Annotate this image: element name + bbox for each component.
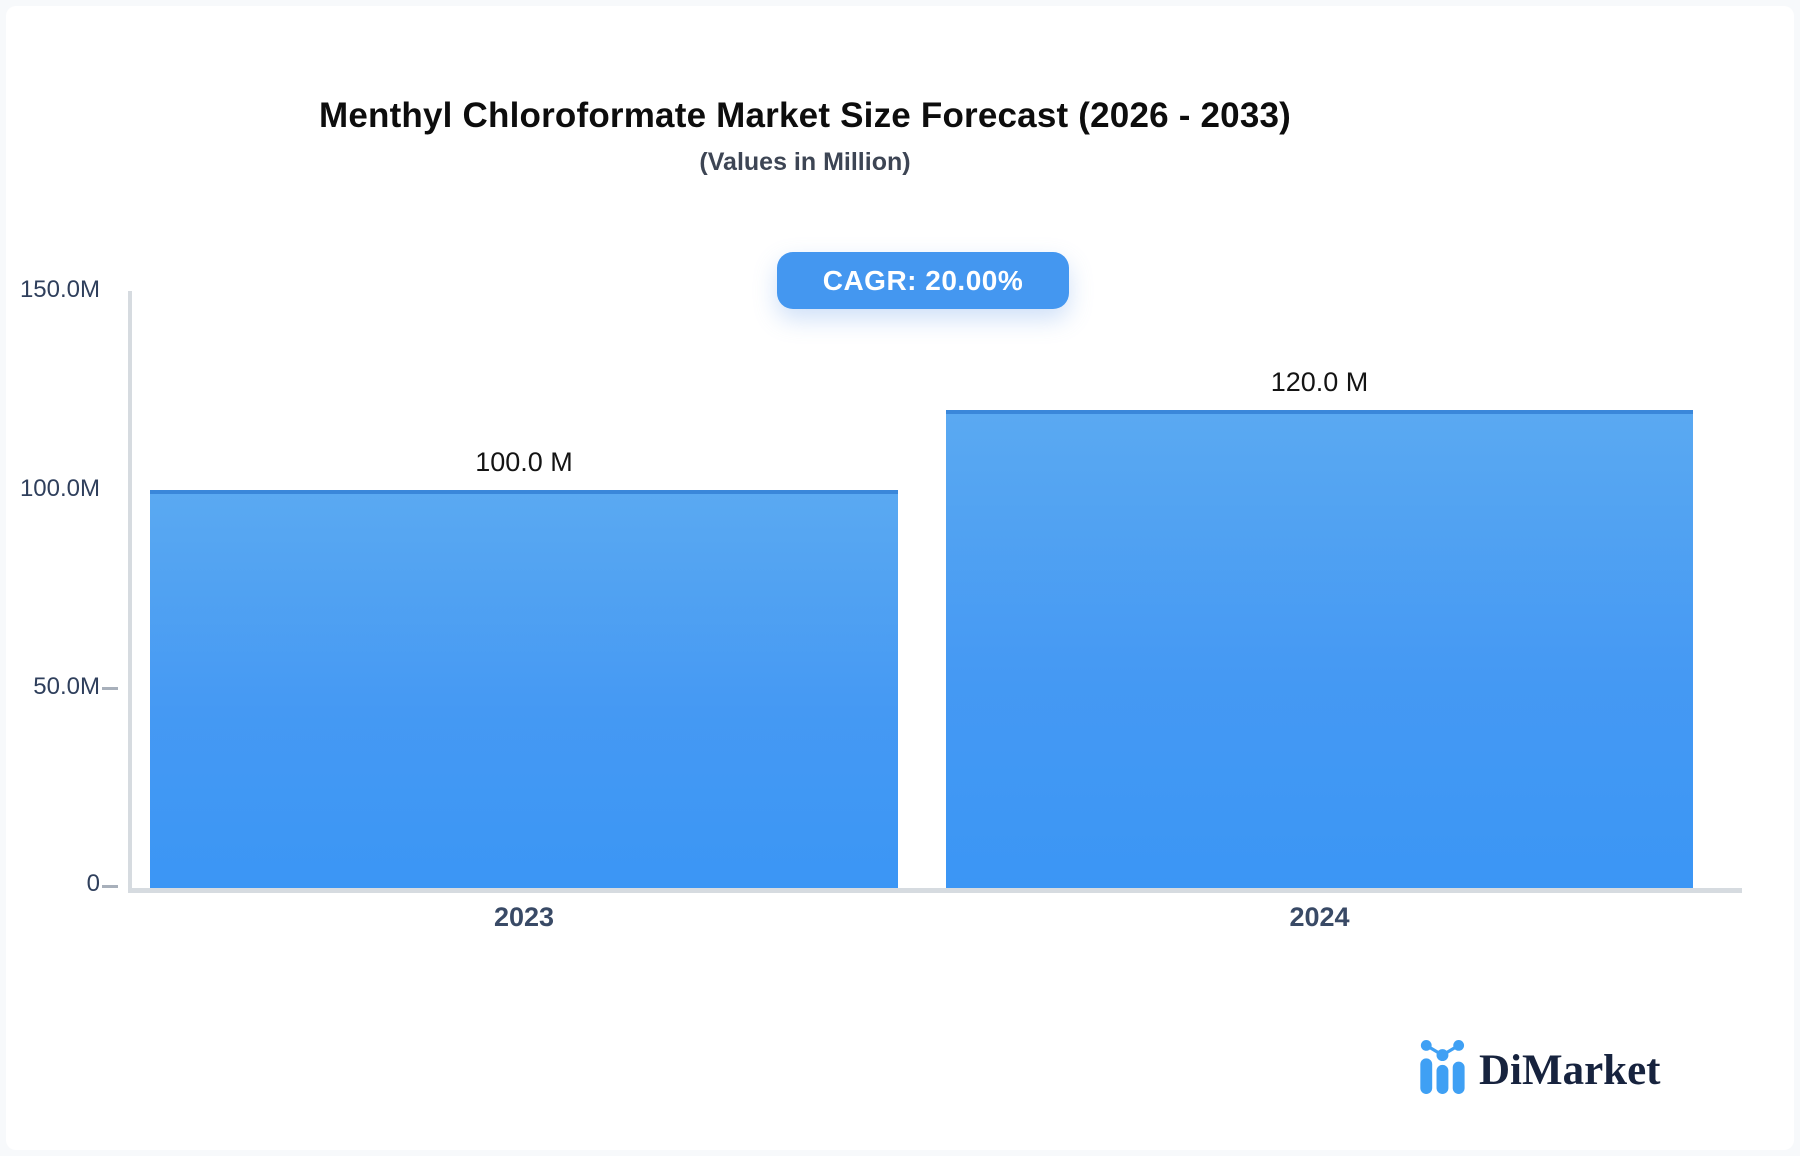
- bar-chart-logo-icon: [1420, 1040, 1465, 1094]
- x-axis-label-2023: 2023: [493, 902, 555, 932]
- y-axis-label-150: 150.0M: [19, 276, 100, 303]
- chart-subtitle: (Values in Million): [699, 148, 911, 176]
- dimarket-logo[interactable]: DiMarket: [1417, 1040, 1661, 1094]
- y-axis-label-50: 50.0M: [33, 673, 100, 700]
- bar-2024[interactable]: [946, 410, 1693, 888]
- x-axis-label-2024: 2024: [1289, 902, 1350, 932]
- y-axis-label-100: 100.0M: [19, 475, 100, 502]
- brand-name: DiMarket: [1479, 1046, 1661, 1094]
- y-tick-50: [102, 687, 118, 690]
- y-axis-line: [128, 291, 132, 893]
- y-tick-0: [102, 885, 118, 888]
- cagr-badge: CAGR: 20.00%: [777, 252, 1069, 309]
- x-axis-line: [128, 888, 1742, 893]
- y-axis-label-0: 0: [86, 870, 100, 897]
- bar-2023[interactable]: [150, 490, 898, 888]
- bar-value-label-2023: 100.0 M: [475, 447, 573, 477]
- chart-title: Menthyl Chloroformate Market Size Foreca…: [318, 96, 1292, 135]
- bar-value-label-2024: 120.0 M: [1270, 367, 1369, 397]
